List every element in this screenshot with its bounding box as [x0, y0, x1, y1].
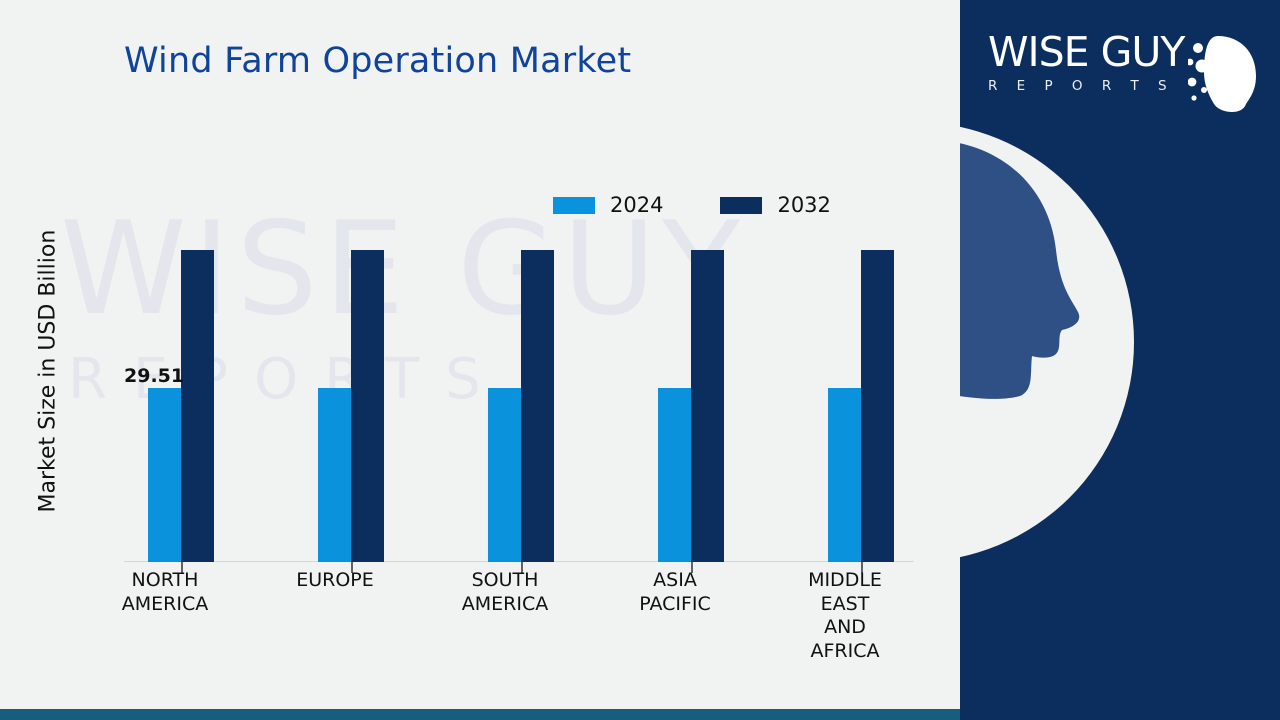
x-axis-tick — [861, 562, 863, 573]
bar-2032[interactable] — [521, 250, 554, 562]
x-axis-category-label: ASIA PACIFIC — [602, 569, 748, 616]
category-label-line: SOUTH — [471, 569, 539, 591]
x-axis-tick — [521, 562, 523, 573]
category-label-line: MIDDLE — [808, 569, 882, 591]
legend-swatch-2032 — [720, 197, 763, 214]
legend-item-2024[interactable]: 2024 — [553, 195, 663, 216]
x-axis-category-label: EUROPE — [262, 569, 408, 593]
bar-2024[interactable] — [148, 388, 181, 562]
bar-2032[interactable] — [181, 250, 214, 562]
bottom-accent-strip — [0, 709, 960, 720]
brand-logo: WISE GUY R E P O R T S — [988, 28, 1256, 116]
bar-value-label: 29.51 — [124, 365, 185, 387]
bar-2024[interactable] — [488, 388, 521, 562]
category-label-line: EUROPE — [296, 569, 374, 591]
category-label-line: EAST — [820, 592, 870, 615]
legend-swatch-2024 — [553, 197, 595, 214]
head-silhouette-icon — [960, 143, 1080, 399]
legend-label-2032: 2032 — [777, 193, 831, 217]
plot-area: 29.51 NORTH AMERICA EUROPE SOUTH AMERICA ASIA P… — [122, 250, 914, 662]
x-axis-category-label: NORTH AMERICA — [92, 569, 238, 616]
x-axis-tick — [181, 562, 183, 573]
bar-2032[interactable] — [861, 250, 894, 562]
category-label-line: AFRICA — [810, 639, 880, 662]
legend-label-2024: 2024 — [610, 193, 664, 217]
brand-panel: WISE GUY R E P O R T S — [960, 0, 1280, 720]
logo-wordmark: WISE GUY — [988, 28, 1185, 76]
legend-item-2032[interactable]: 2032 — [720, 193, 831, 217]
x-axis-tick — [691, 562, 693, 573]
x-axis-category-label: MIDDLE EAST AND AFRICA — [772, 569, 918, 663]
y-axis-label: Market Size in USD Billion — [35, 229, 61, 513]
category-label-line: NORTH — [131, 569, 199, 591]
bar-2032[interactable] — [351, 250, 384, 562]
bar-2024[interactable] — [658, 388, 691, 562]
category-label-line: ASIA — [653, 569, 697, 591]
x-axis-tick — [351, 562, 353, 573]
bar-2024[interactable] — [318, 388, 351, 562]
page-title: Wind Farm Operation Market — [124, 41, 632, 81]
category-label-line: AND — [824, 616, 866, 638]
chart-legend: 2024 2032 — [553, 195, 831, 216]
logo-subtext: R E P O R T S — [988, 78, 1175, 94]
bar-chart: Market Size in USD Billion 2024 2032 29.… — [35, 195, 914, 662]
bar-2032[interactable] — [691, 250, 724, 562]
bar-2024[interactable] — [828, 388, 861, 562]
category-label-line: AMERICA — [121, 592, 209, 615]
category-label-line: AMERICA — [461, 592, 549, 615]
logo-head-icon — [1188, 36, 1256, 112]
x-axis-category-label: SOUTH AMERICA — [432, 569, 578, 616]
category-label-line: PACIFIC — [639, 592, 711, 615]
